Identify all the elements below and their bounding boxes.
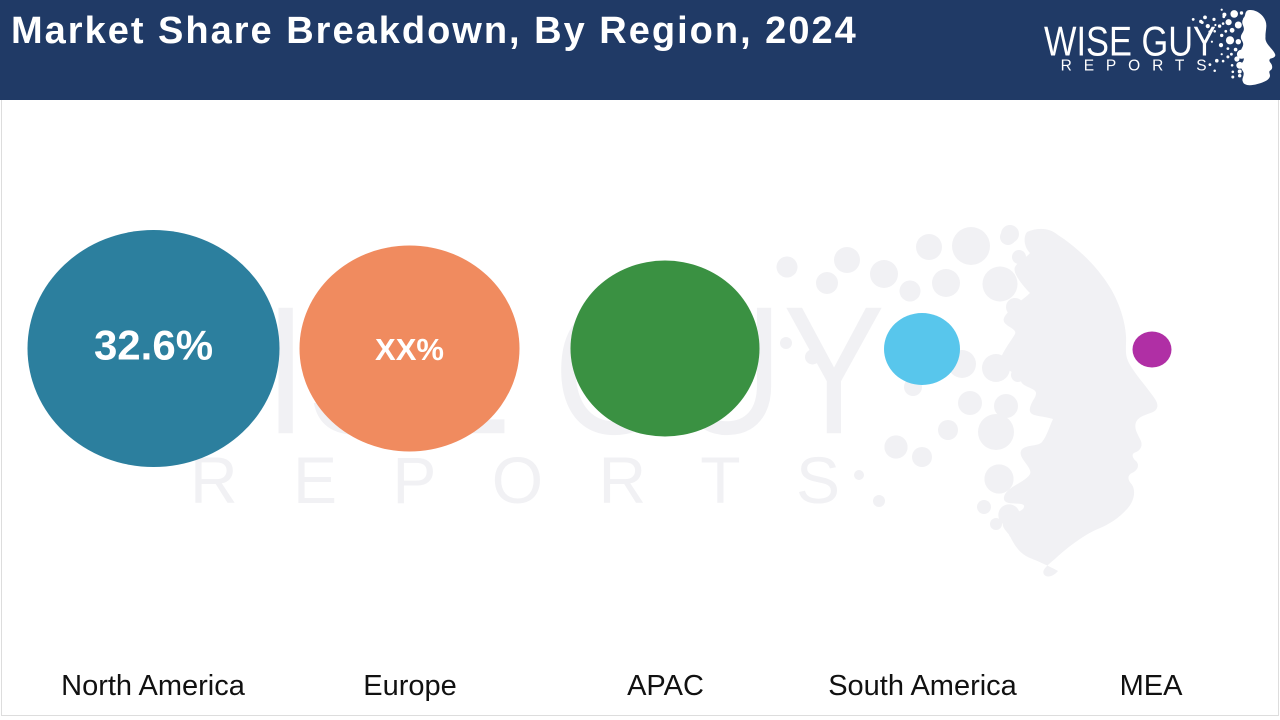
svg-text:32.6%: 32.6% — [94, 322, 213, 369]
svg-text:WISE GUY: WISE GUY — [1044, 18, 1216, 65]
svg-text:XX%: XX% — [375, 332, 444, 367]
svg-text:REPORTS: REPORTS — [190, 443, 840, 517]
